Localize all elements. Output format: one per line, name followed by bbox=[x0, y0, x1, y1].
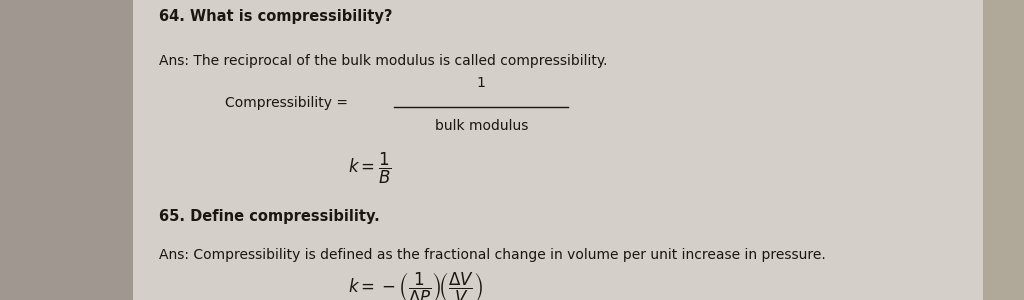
Text: bulk modulus: bulk modulus bbox=[434, 118, 528, 133]
Text: 64. What is compressibility?: 64. What is compressibility? bbox=[159, 9, 392, 24]
Text: $k = -\left(\dfrac{1}{\Delta P}\right)\!\left(\dfrac{\Delta V}{V}\right)$: $k = -\left(\dfrac{1}{\Delta P}\right)\!… bbox=[348, 270, 483, 300]
Text: Ans: Compressibility is defined as the fractional change in volume per unit incr: Ans: Compressibility is defined as the f… bbox=[159, 248, 825, 262]
Bar bbox=[0, 0, 133, 300]
Text: Ans: The reciprocal of the bulk modulus is called compressibility.: Ans: The reciprocal of the bulk modulus … bbox=[159, 54, 607, 68]
Bar bbox=[983, 0, 1024, 300]
Text: 65. Define compressibility.: 65. Define compressibility. bbox=[159, 208, 380, 224]
Text: Compressibility =: Compressibility = bbox=[225, 97, 348, 110]
Text: $k = \dfrac{1}{B}$: $k = \dfrac{1}{B}$ bbox=[348, 150, 391, 186]
Text: 1: 1 bbox=[477, 76, 485, 90]
